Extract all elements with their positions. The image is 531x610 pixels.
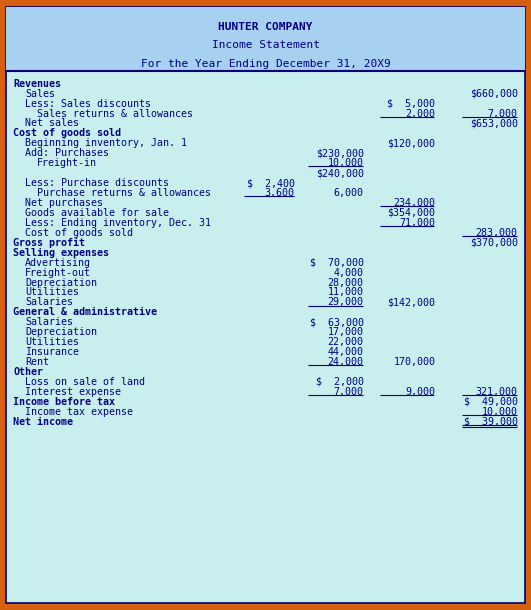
- Text: 11,000: 11,000: [328, 287, 364, 298]
- Text: $142,000: $142,000: [388, 298, 435, 307]
- Text: Less: Purchase discounts: Less: Purchase discounts: [25, 178, 169, 188]
- Text: 7,000: 7,000: [334, 387, 364, 397]
- Text: Freight-in: Freight-in: [37, 158, 97, 168]
- Text: Gross profit: Gross profit: [13, 238, 85, 248]
- Text: Interest expense: Interest expense: [25, 387, 121, 397]
- Text: $354,000: $354,000: [388, 208, 435, 218]
- Text: 44,000: 44,000: [328, 347, 364, 357]
- Text: For the Year Ending December 31, 20X9: For the Year Ending December 31, 20X9: [141, 59, 390, 69]
- Text: $  63,000: $ 63,000: [310, 317, 364, 328]
- Text: Add: Purchases: Add: Purchases: [25, 148, 109, 158]
- Text: $  2,400: $ 2,400: [247, 178, 295, 188]
- Text: Net income: Net income: [13, 417, 73, 427]
- Text: $230,000: $230,000: [316, 148, 364, 158]
- Text: $  49,000: $ 49,000: [464, 397, 518, 407]
- Text: 4,000: 4,000: [334, 268, 364, 278]
- Text: 22,000: 22,000: [328, 337, 364, 347]
- Text: 234,000: 234,000: [393, 198, 435, 208]
- Text: Other: Other: [13, 367, 43, 377]
- Text: Less: Sales discounts: Less: Sales discounts: [25, 99, 151, 109]
- Text: General & administrative: General & administrative: [13, 307, 157, 317]
- Text: Net sales: Net sales: [25, 118, 79, 129]
- Text: Utilities: Utilities: [25, 287, 79, 298]
- Text: Purchase returns & allowances: Purchase returns & allowances: [37, 188, 211, 198]
- Text: Selling expenses: Selling expenses: [13, 248, 109, 258]
- Text: 9,000: 9,000: [406, 387, 435, 397]
- Text: Revenues: Revenues: [13, 79, 61, 88]
- Text: 283,000: 283,000: [476, 228, 518, 238]
- Bar: [6, 7, 525, 71]
- Text: 6,000: 6,000: [334, 188, 364, 198]
- Text: Rent: Rent: [25, 357, 49, 367]
- Text: 10,000: 10,000: [328, 158, 364, 168]
- Text: Utilities: Utilities: [25, 337, 79, 347]
- Text: Net purchases: Net purchases: [25, 198, 103, 208]
- Text: Freight-out: Freight-out: [25, 268, 91, 278]
- Text: 24,000: 24,000: [328, 357, 364, 367]
- Text: Depreciation: Depreciation: [25, 327, 97, 337]
- Text: Sales: Sales: [25, 88, 55, 99]
- Text: Loss on sale of land: Loss on sale of land: [25, 377, 145, 387]
- Text: Advertising: Advertising: [25, 257, 91, 268]
- Text: 28,000: 28,000: [328, 278, 364, 287]
- Text: Insurance: Insurance: [25, 347, 79, 357]
- Text: Depreciation: Depreciation: [25, 278, 97, 287]
- Text: $653,000: $653,000: [470, 118, 518, 129]
- Text: Salaries: Salaries: [25, 317, 73, 328]
- Text: $  2,000: $ 2,000: [316, 377, 364, 387]
- Text: 17,000: 17,000: [328, 327, 364, 337]
- Text: 321,000: 321,000: [476, 387, 518, 397]
- Text: $  39,000: $ 39,000: [464, 417, 518, 427]
- Text: $240,000: $240,000: [316, 168, 364, 178]
- Text: 71,000: 71,000: [399, 218, 435, 228]
- Text: $  5,000: $ 5,000: [388, 99, 435, 109]
- Text: Cost of goods sold: Cost of goods sold: [13, 128, 121, 138]
- Text: Salaries: Salaries: [25, 298, 73, 307]
- Text: $120,000: $120,000: [388, 138, 435, 148]
- Text: HUNTER COMPANY: HUNTER COMPANY: [218, 22, 313, 32]
- Text: $660,000: $660,000: [470, 88, 518, 99]
- Text: 7,000: 7,000: [488, 109, 518, 118]
- Text: 170,000: 170,000: [393, 357, 435, 367]
- Text: Goods available for sale: Goods available for sale: [25, 208, 169, 218]
- Text: Income tax expense: Income tax expense: [25, 407, 133, 417]
- Text: Income before tax: Income before tax: [13, 397, 115, 407]
- Text: Sales returns & allowances: Sales returns & allowances: [37, 109, 193, 118]
- Text: Beginning inventory, Jan. 1: Beginning inventory, Jan. 1: [25, 138, 187, 148]
- Text: $370,000: $370,000: [470, 238, 518, 248]
- Text: 3,600: 3,600: [265, 188, 295, 198]
- Text: $  70,000: $ 70,000: [310, 257, 364, 268]
- Text: 2,000: 2,000: [406, 109, 435, 118]
- Text: 29,000: 29,000: [328, 298, 364, 307]
- Text: Income Statement: Income Statement: [211, 40, 320, 51]
- Text: 10,000: 10,000: [482, 407, 518, 417]
- Text: Less: Ending inventory, Dec. 31: Less: Ending inventory, Dec. 31: [25, 218, 211, 228]
- Text: Cost of goods sold: Cost of goods sold: [25, 228, 133, 238]
